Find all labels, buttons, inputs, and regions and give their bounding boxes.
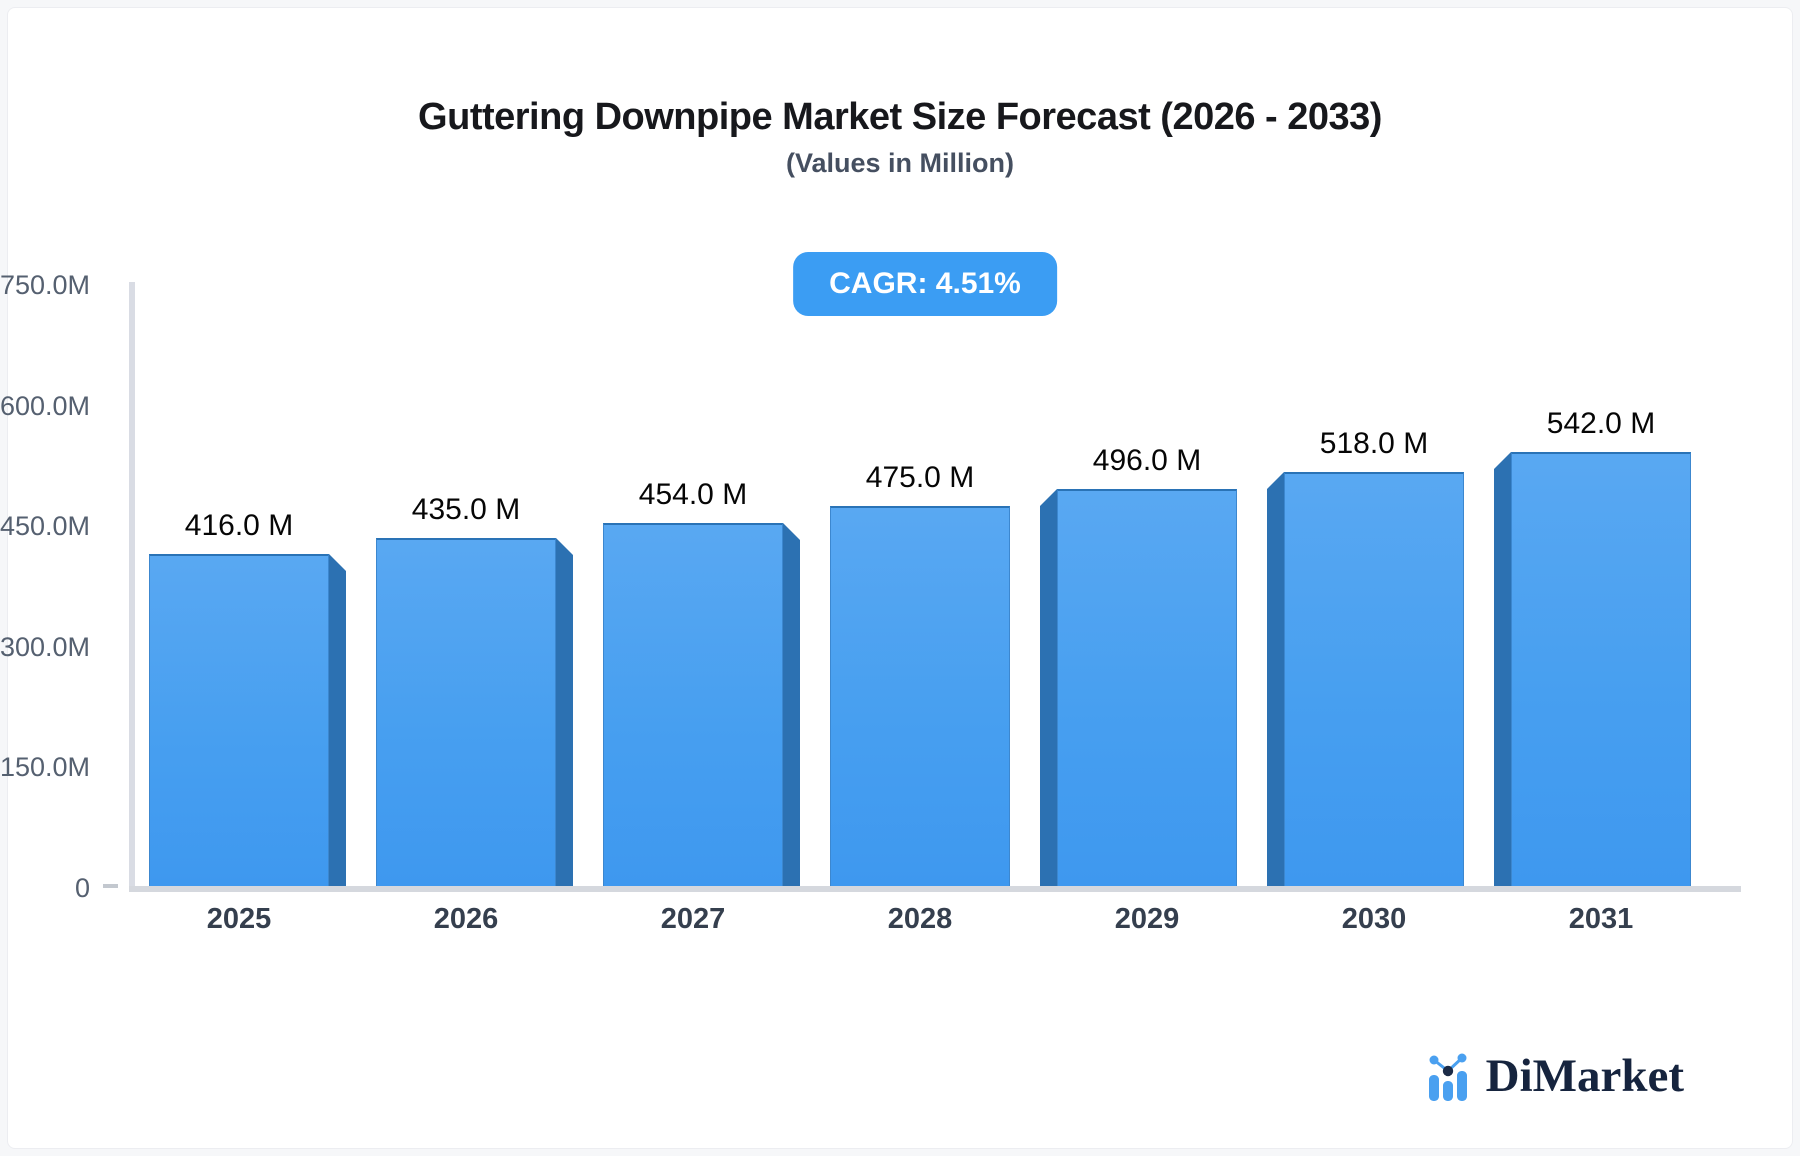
y-axis-label: 450.0M <box>0 511 90 542</box>
x-axis-label: 2030 <box>1341 903 1407 935</box>
y-axis-label: 0 <box>74 873 90 903</box>
x-axis-label: 2025 <box>206 903 272 935</box>
bar <box>1284 472 1464 889</box>
y-axis-label: 300.0M <box>0 631 90 662</box>
bar-value-label: 518.0 M <box>1319 427 1429 460</box>
y-axis-line <box>129 282 135 888</box>
bar <box>830 506 1010 889</box>
x-axis-label: 2028 <box>887 903 953 935</box>
bar-value-label: 542.0 M <box>1546 407 1656 440</box>
bar-3d-side <box>329 554 346 889</box>
chart-subtitle: (Values in Million) <box>785 148 1015 178</box>
y-axis-label: 150.0M <box>0 752 90 783</box>
bar <box>603 523 783 889</box>
x-axis-line <box>129 886 1741 892</box>
y-axis-label: 750.0M <box>0 270 90 300</box>
bar <box>1511 452 1691 889</box>
bar-value-label: 496.0 M <box>1092 444 1202 477</box>
bar-3d-side <box>1267 472 1284 889</box>
chart-title: Guttering Downpipe Market Size Forecast … <box>418 96 1382 138</box>
bar-value-label: 435.0 M <box>411 493 521 526</box>
x-axis-label: 2026 <box>433 903 499 935</box>
bar-3d-side <box>783 523 800 889</box>
bar-value-label: 454.0 M <box>638 478 748 511</box>
bar <box>149 554 329 889</box>
bar-3d-side <box>1494 452 1511 889</box>
cagr-badge: CAGR: 4.51% <box>793 252 1057 316</box>
x-axis-label: 2029 <box>1114 903 1180 935</box>
logo-text: DiMarket <box>1485 1049 1684 1102</box>
x-axis-label: 2027 <box>660 903 726 935</box>
bar <box>376 538 556 889</box>
bar-3d-side <box>556 538 573 889</box>
dimarket-logo: DiMarket <box>1423 1048 1684 1104</box>
bar-3d-side <box>1040 489 1057 889</box>
y-axis-label: 600.0M <box>0 390 90 421</box>
y-axis-zero-tick <box>103 884 118 888</box>
bar-value-label: 416.0 M <box>184 509 294 542</box>
bar-chart-logo-icon <box>1423 1048 1473 1104</box>
x-axis-label: 2031 <box>1568 903 1634 935</box>
bar-value-label: 475.0 M <box>865 461 975 494</box>
bar <box>1057 489 1237 889</box>
